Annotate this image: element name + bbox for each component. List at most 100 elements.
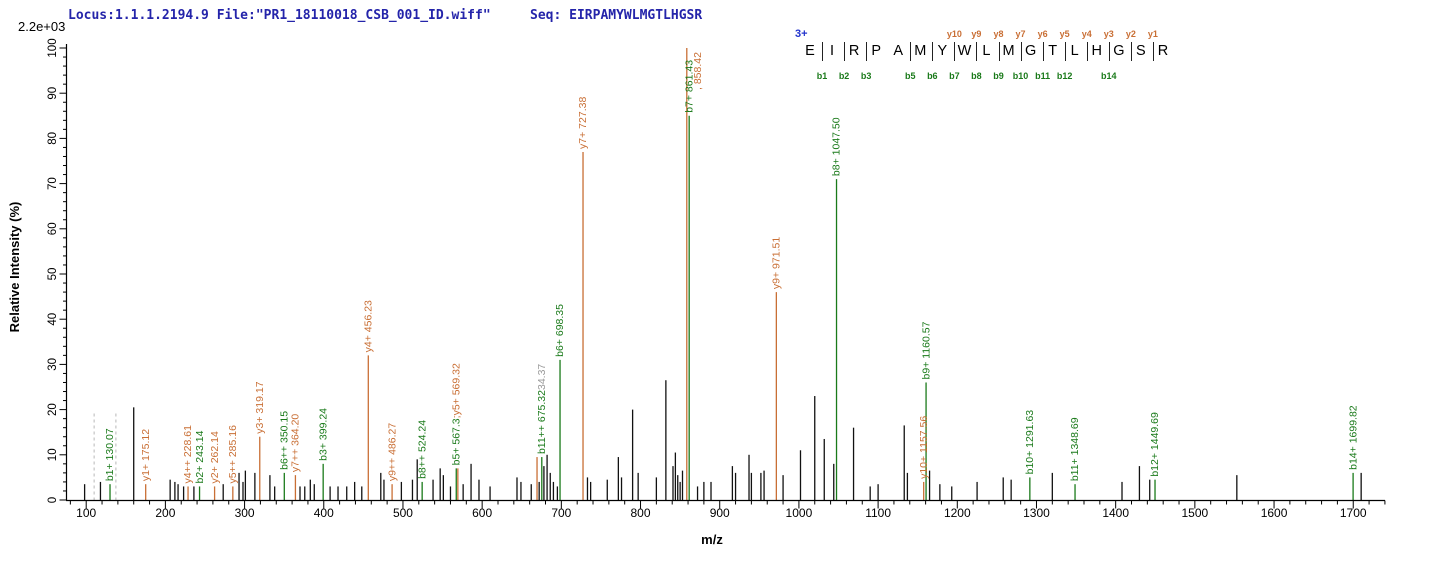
- precursor-markers: [93, 411, 117, 501]
- y-axis-tick-label: 60: [47, 222, 59, 235]
- residue-letter: R: [848, 43, 860, 59]
- peak-label: b3+ 399.24: [317, 408, 329, 461]
- peak-label: b7+ 861.43: [683, 60, 695, 113]
- x-axis-tick-label: 1100: [865, 506, 891, 520]
- y-ion-label: y7: [1015, 29, 1026, 39]
- peak-label: y4++ 228.61: [182, 425, 194, 484]
- residue-letter: S: [1136, 43, 1146, 59]
- x-axis-tick-label: 600: [472, 506, 492, 520]
- b-ion-label: b5: [905, 71, 916, 81]
- b-ion-label: b12: [1056, 71, 1073, 81]
- peak-label: b11+ 1348.69: [1069, 417, 1081, 481]
- y-axis-tick-label: 50: [47, 268, 59, 281]
- peak-label: b11++ 675.3234.37: [536, 364, 548, 454]
- cleavage-bar: [910, 42, 912, 61]
- x-axis-title: m/z: [701, 532, 723, 547]
- peak-label: b14+ 1699.82: [1347, 405, 1359, 470]
- y-ion-label: y4: [1081, 29, 1092, 39]
- axes: 100 200 300 400 500 600 700 800 900 1000 1100 1200 1…: [47, 38, 1386, 520]
- cleavage-bar: [998, 42, 1000, 61]
- y-ion-label: y1: [1147, 29, 1158, 39]
- y-axis-tick-label: 100: [47, 38, 59, 57]
- cleavage-bar: [1042, 42, 1044, 61]
- cleavage-bar: [1020, 42, 1022, 61]
- cleavage-bar: [844, 42, 846, 61]
- residue-letter: M: [914, 43, 927, 59]
- y-axis-tick-label: 80: [47, 132, 59, 145]
- peak-label: y10+ 1157.56: [918, 416, 930, 479]
- residue-letter: E: [805, 43, 815, 59]
- residue-letter: H: [1091, 43, 1102, 59]
- y-axis-tick-label: 40: [47, 313, 59, 326]
- peak-label: b2+ 243.14: [194, 430, 206, 483]
- residue-letter: T: [1048, 43, 1058, 59]
- residue-letter: W: [957, 43, 972, 59]
- cleavage-bar: [1064, 42, 1066, 61]
- y-ion-label: y3: [1103, 29, 1114, 39]
- residue-letter: L: [1070, 43, 1079, 59]
- residue-letter: P: [871, 43, 881, 59]
- b-ion-label: b7: [949, 71, 960, 81]
- b-ion-label: b11: [1035, 71, 1051, 81]
- x-axis-tick-label: 400: [314, 506, 334, 520]
- y-axis-tick-label: 10: [47, 448, 59, 461]
- cleavage-bar: [976, 42, 978, 61]
- peak-label: b10+ 1291.63: [1024, 410, 1036, 475]
- peak-label: y9+ 971.51: [771, 237, 783, 289]
- peak-label: b5+ 567.3;y5+ 569.32: [450, 363, 462, 465]
- b-ion-label: b1: [816, 71, 828, 81]
- y-ion-label: y2: [1125, 29, 1136, 39]
- cleavage-bar: [1086, 42, 1088, 61]
- b-ion-label: b3: [860, 71, 872, 81]
- cleavage-bar: [1108, 42, 1110, 61]
- y-ion-label: y8: [993, 29, 1004, 39]
- peak-label: b12+ 1449.69: [1149, 412, 1161, 477]
- cleavage-bar: [1130, 42, 1132, 61]
- y-axis-tick-label: 70: [47, 177, 59, 190]
- residue-letter: L: [982, 43, 991, 59]
- b-ion-label: b9: [993, 71, 1004, 81]
- peak-label: b6+ 698.35: [554, 304, 566, 357]
- y-ion-label: y6: [1037, 29, 1048, 39]
- x-axis-tick-label: 500: [393, 506, 413, 520]
- peak-label: y1+ 175.12: [140, 429, 152, 481]
- peak-label: b6++ 350.15: [278, 411, 290, 470]
- y-axis-tick-label: 30: [47, 358, 59, 371]
- peak-label: y7++ 364.20: [290, 414, 302, 473]
- precursor-charge-label: 3+: [795, 28, 808, 40]
- cleavage-bar: [1152, 42, 1154, 61]
- x-axis-tick-label: 900: [710, 506, 730, 520]
- cleavage-bar: [954, 42, 956, 61]
- cleavage-bar: [932, 42, 934, 61]
- x-axis-tick-label: 1400: [1102, 506, 1129, 520]
- peak-label: y9++ 486.27: [386, 423, 398, 482]
- y-ion-label: y5: [1059, 29, 1070, 39]
- x-axis-tick-label: 1700: [1340, 506, 1367, 520]
- residue-letter: G: [1113, 43, 1125, 59]
- residue-letter: A: [893, 43, 904, 59]
- y-ion-label: y9: [971, 29, 982, 39]
- x-axis-tick-label: 1500: [1182, 506, 1209, 520]
- header-sequence: Seq: EIRPAMYWLMGTLHGSR: [530, 8, 703, 23]
- peak-label: b8+ 1047.50: [831, 117, 843, 176]
- peak-label: b8++ 524.24: [416, 420, 428, 479]
- peak-labels: b1+ 130.07 y1+ 175.12 y4++ 228.61 b2+ 243.1…: [104, 52, 1359, 484]
- y-axis-tick-label: 90: [47, 87, 59, 100]
- peak-label: y7+ 727.38: [577, 97, 589, 149]
- header-locus-file: Locus:1.1.1.2194.9 File:"PR1_18110018_CS…: [68, 8, 491, 23]
- b-ion-label: b6: [927, 71, 938, 81]
- residue-letter: M: [1002, 43, 1015, 59]
- peak-label: , 858.42: [692, 52, 704, 90]
- b-ion-label: b10: [1012, 71, 1029, 81]
- x-axis-tick-label: 300: [235, 506, 255, 520]
- peak-label: b1+ 130.07: [104, 428, 116, 481]
- residue-letter: R: [1157, 43, 1169, 59]
- x-axis-tick-label: 700: [551, 506, 571, 520]
- residue-letter: I: [830, 43, 835, 59]
- x-axis-tick-label: 800: [631, 506, 651, 520]
- x-axis-tick-label: 200: [155, 506, 175, 520]
- peak-label: y4+ 456.23: [362, 300, 374, 352]
